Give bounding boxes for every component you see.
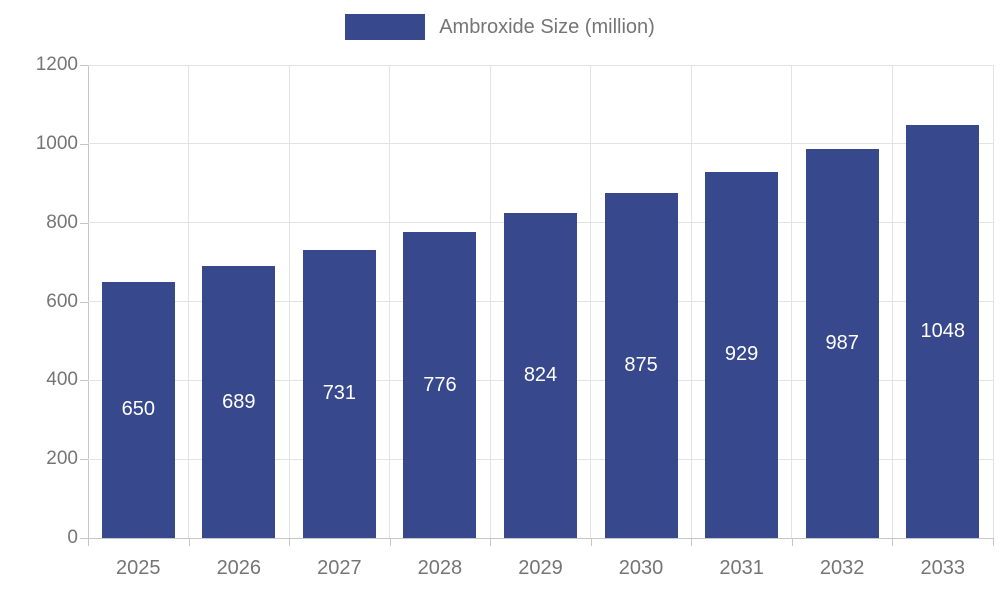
- x-tick-label: 2028: [417, 557, 463, 579]
- x-axis-tick: [188, 538, 190, 546]
- gridline-vertical: [489, 65, 491, 538]
- x-tick-label: 2030: [618, 557, 664, 579]
- x-axis-tick: [892, 538, 894, 546]
- gridline-vertical: [288, 65, 290, 538]
- bar: 875: [604, 193, 678, 538]
- x-tick-label: 2032: [819, 557, 865, 579]
- y-tick-label: 0: [67, 527, 78, 548]
- bar: 824: [504, 213, 577, 538]
- bar-value-label: 650: [121, 398, 155, 421]
- y-axis-tick: [80, 380, 88, 382]
- y-tick-label: 400: [46, 369, 78, 391]
- bar: 689: [202, 266, 276, 538]
- bar-value-label: 929: [724, 343, 759, 366]
- gridline-horizontal: [88, 143, 993, 145]
- y-tick-label: 1000: [35, 132, 78, 154]
- bar: 987: [805, 148, 879, 538]
- plot-area: 650 689 731 776 824 875 929 987 1048: [88, 64, 994, 539]
- gridline-vertical: [690, 65, 692, 538]
- bar: 650: [101, 281, 175, 538]
- bar: 776: [403, 232, 477, 538]
- gridline-horizontal: [88, 64, 993, 66]
- gridline-vertical: [389, 65, 391, 538]
- gridline-vertical: [590, 65, 592, 538]
- y-axis-tick: [80, 459, 88, 461]
- y-axis-tick: [80, 301, 88, 303]
- bar: 1048: [906, 124, 980, 538]
- gridline-vertical: [791, 65, 793, 538]
- bar-value-label: 987: [825, 331, 859, 354]
- x-axis-tick: [590, 538, 592, 546]
- x-axis-tick: [791, 538, 793, 546]
- x-axis-tick: [389, 538, 391, 546]
- x-tick-label: 2027: [317, 557, 362, 579]
- x-tick-label: 2031: [719, 557, 764, 579]
- bar-value-label: 1048: [920, 319, 965, 342]
- gridline-vertical: [992, 65, 994, 538]
- legend-swatch: [345, 14, 426, 40]
- bar-value-label: 689: [222, 390, 256, 413]
- bar-value-label: 824: [523, 364, 558, 387]
- bar: 929: [705, 171, 779, 538]
- gridline-vertical: [188, 65, 190, 538]
- legend-label: Ambroxide Size (million): [439, 15, 655, 38]
- x-tick-label: 2025: [116, 557, 161, 579]
- x-tick-label: 2026: [216, 557, 262, 579]
- x-axis-tick: [490, 538, 492, 546]
- bar-value-label: 875: [624, 354, 658, 377]
- x-axis-tick: [289, 538, 291, 546]
- bar-value-label: 776: [423, 373, 457, 396]
- y-tick-label: 200: [46, 448, 78, 470]
- bar: 731: [302, 249, 376, 538]
- bar-value-label: 731: [322, 382, 357, 405]
- x-axis-tick: [691, 538, 693, 546]
- gridline-vertical: [891, 65, 893, 538]
- legend: Ambroxide Size (million): [0, 14, 1000, 40]
- y-axis-tick: [80, 65, 88, 66]
- y-tick-label: 600: [46, 290, 78, 312]
- x-tick-label: 2033: [920, 557, 965, 579]
- x-axis-line: [88, 537, 993, 539]
- x-axis-tick: [993, 538, 994, 546]
- y-tick-label: 800: [46, 211, 78, 233]
- x-axis-tick: [88, 538, 89, 546]
- y-axis-tick: [80, 143, 88, 145]
- y-tick-label: 1200: [35, 54, 78, 75]
- y-axis-tick: [80, 222, 88, 224]
- x-tick-label: 2029: [518, 557, 563, 579]
- y-axis-tick: [80, 538, 88, 539]
